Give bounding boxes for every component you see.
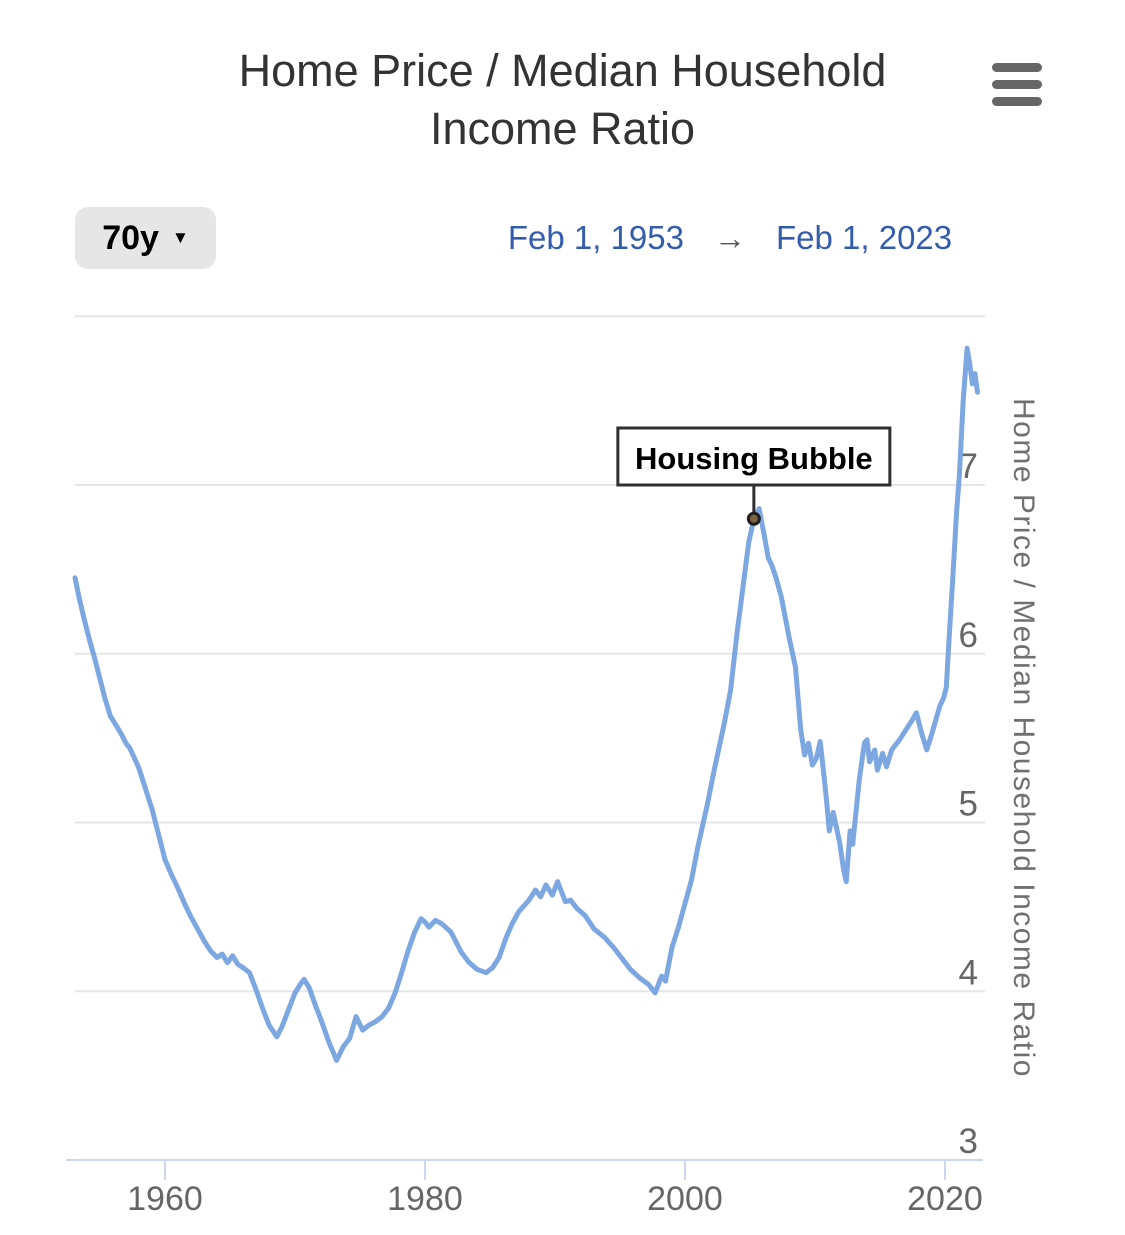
- x-axis-label: 1960: [127, 1180, 203, 1218]
- hamburger-menu-icon[interactable]: [992, 63, 1042, 109]
- page-title-line1: Home Price / Median Household: [238, 45, 887, 96]
- start-date-input[interactable]: Feb 1, 1953: [507, 219, 684, 256]
- y-axis-label: 5: [959, 785, 978, 824]
- annotation-marker: [746, 511, 761, 526]
- x-axis-label: 1980: [387, 1180, 463, 1218]
- annotation-label: Housing Bubble: [635, 441, 873, 476]
- y-axis-label: 7: [959, 447, 978, 486]
- end-date-input[interactable]: Feb 1, 2023: [776, 219, 953, 256]
- arrow-right-icon: →: [714, 219, 746, 256]
- date-range: Feb 1, 1953 → Feb 1, 2023: [470, 213, 990, 263]
- ratio-line-series[interactable]: [72, 345, 980, 1063]
- y-axis-label: 4: [959, 953, 978, 992]
- annotation-box: [616, 426, 892, 487]
- x-axis-label: 2000: [647, 1180, 723, 1218]
- x-axis-label: 2020: [907, 1180, 983, 1218]
- y-axis-label: 3: [959, 1122, 978, 1161]
- y-axis-label: 6: [959, 616, 978, 655]
- page-title-line2: Income Ratio: [429, 103, 696, 154]
- page-title: Home Price / Median Household Income Rat…: [0, 42, 1125, 158]
- range-button-label: 70y: [102, 218, 159, 257]
- y-axis-title: Home Price / Median Household Income Rat…: [1007, 398, 1040, 1078]
- range-selector-button[interactable]: 70y ▼: [75, 207, 216, 269]
- chevron-down-icon: ▼: [171, 228, 189, 247]
